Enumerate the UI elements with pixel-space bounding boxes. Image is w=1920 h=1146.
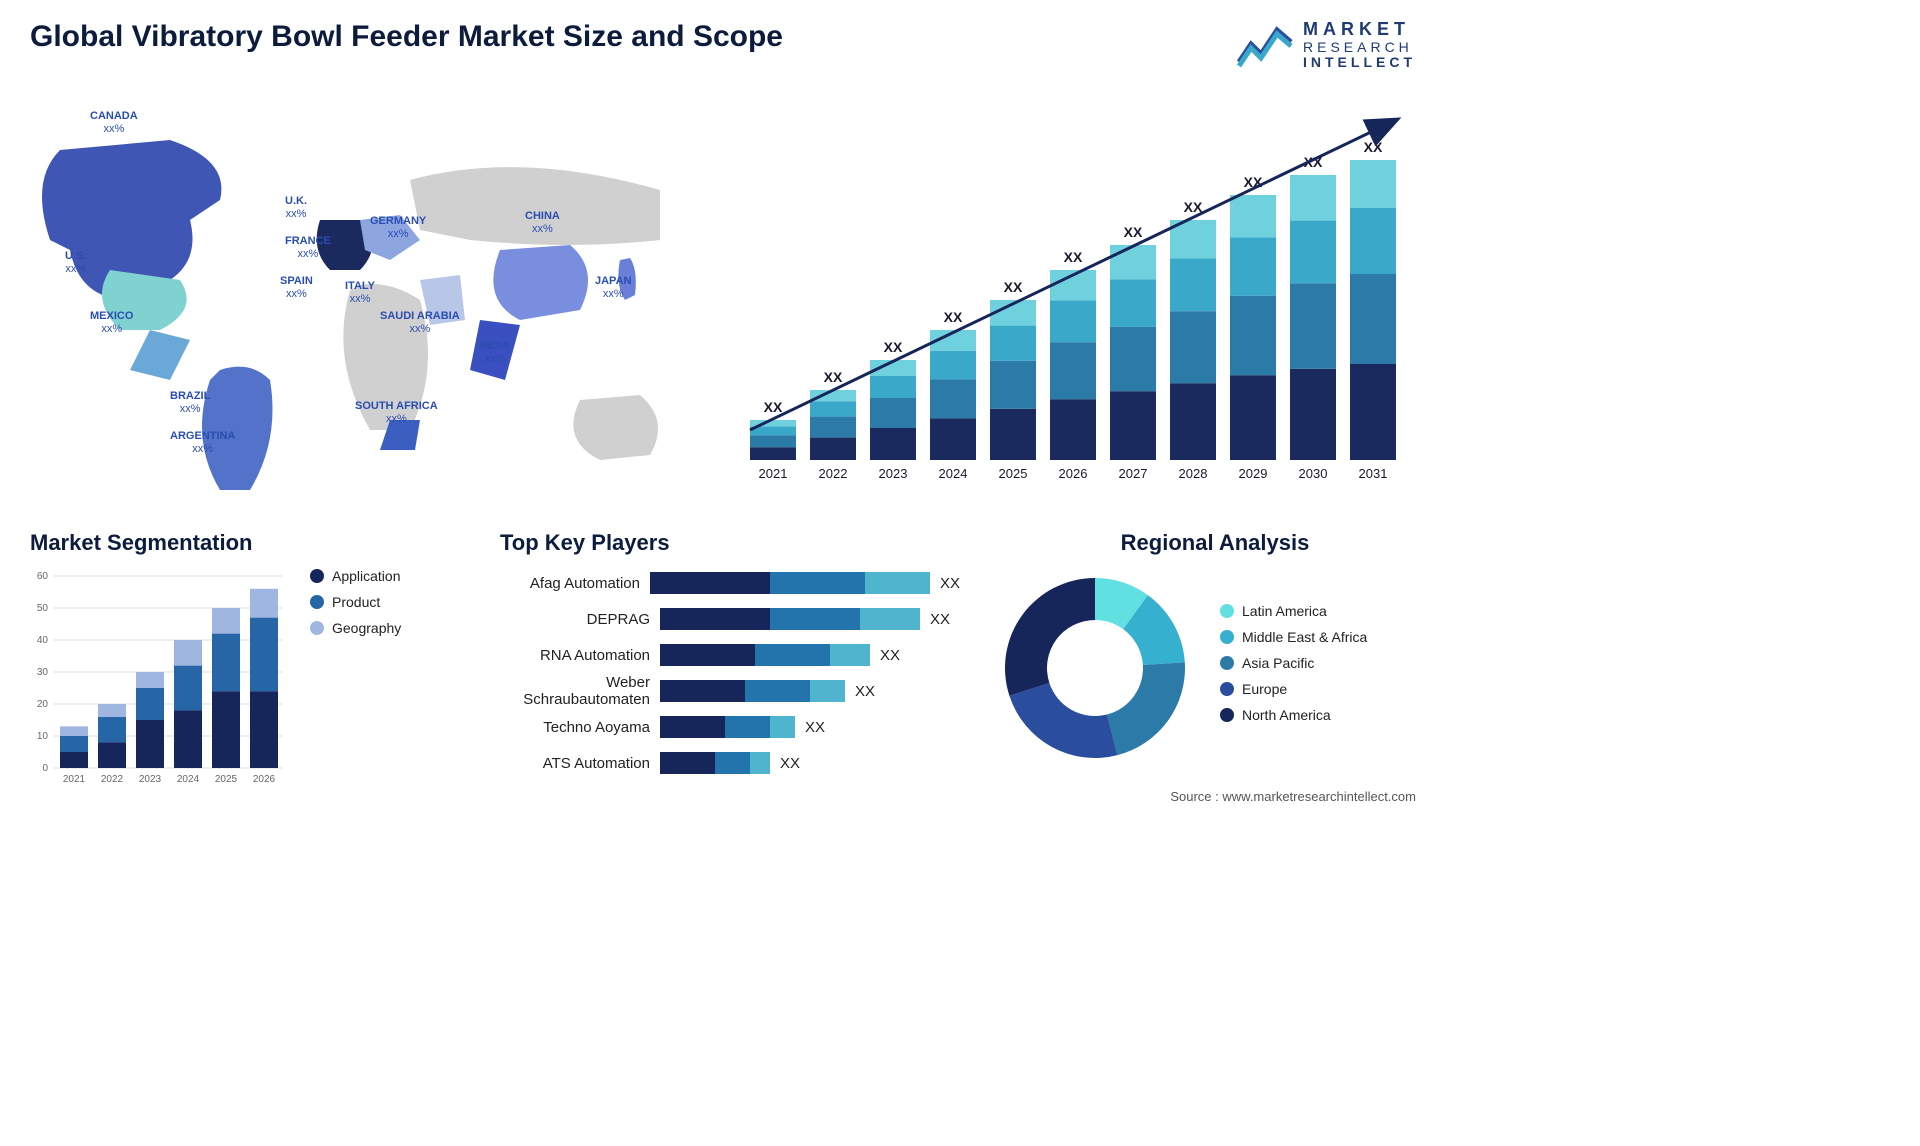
svg-text:2027: 2027 — [1119, 466, 1148, 481]
svg-text:2022: 2022 — [101, 774, 124, 785]
svg-text:XX: XX — [824, 369, 843, 385]
source-label: Source : www.marketresearchintellect.com — [1170, 789, 1416, 804]
legend-item: Europe — [1220, 681, 1367, 697]
regional-legend: Latin America Middle East & Africa Asia Pa… — [1220, 603, 1367, 733]
segmentation-panel: Market Segmentation 0 10 20 30 40 50 60 2021 202… — [30, 530, 450, 793]
legend-item: Middle East & Africa — [1220, 629, 1367, 645]
segmentation-legend: Application Product Geography — [310, 568, 401, 793]
map-label: SAUDI ARABIAxx% — [380, 310, 460, 336]
svg-text:2023: 2023 — [139, 774, 162, 785]
player-row: Techno Aoyama XX — [500, 712, 960, 742]
player-row: ATS Automation XX — [500, 748, 960, 778]
map-label: SOUTH AFRICAxx% — [355, 400, 438, 426]
svg-text:10: 10 — [37, 731, 49, 742]
svg-text:2022: 2022 — [819, 466, 848, 481]
page-title: Global Vibratory Bowl Feeder Market Size… — [30, 20, 783, 54]
player-row: DEPRAG XX — [500, 604, 960, 634]
player-row: Afag Automation XX — [500, 568, 960, 598]
player-value: XX — [805, 719, 825, 736]
map-label: FRANCExx% — [285, 235, 331, 261]
map-label: JAPANxx% — [595, 275, 631, 301]
svg-text:2026: 2026 — [253, 774, 276, 785]
brand-logo: MARKET RESEARCH INTELLECT — [1237, 20, 1416, 71]
svg-text:20: 20 — [37, 699, 49, 710]
svg-text:XX: XX — [1064, 249, 1083, 265]
svg-text:2025: 2025 — [999, 466, 1028, 481]
map-label: GERMANYxx% — [370, 215, 426, 241]
svg-text:2021: 2021 — [759, 466, 788, 481]
logo-text-2: RESEARCH — [1303, 40, 1416, 55]
player-name: ATS Automation — [500, 755, 660, 772]
map-label: CHINAxx% — [525, 210, 560, 236]
legend-item: Latin America — [1220, 603, 1367, 619]
svg-text:2031: 2031 — [1359, 466, 1388, 481]
player-value: XX — [855, 683, 875, 700]
svg-text:0: 0 — [42, 763, 48, 774]
segmentation-title: Market Segmentation — [30, 530, 450, 556]
logo-text-3: INTELLECT — [1303, 55, 1416, 70]
player-value: XX — [940, 575, 960, 592]
player-value: XX — [880, 647, 900, 664]
map-label: MEXICOxx% — [90, 310, 133, 336]
map-label: INDIAxx% — [480, 340, 510, 366]
player-name: Techno Aoyama — [500, 719, 660, 736]
map-label: ITALYxx% — [345, 280, 375, 306]
map-label: SPAINxx% — [280, 275, 313, 301]
players-title: Top Key Players — [500, 530, 960, 556]
map-label: ARGENTINAxx% — [170, 430, 235, 456]
world-map: CANADAxx% U.S.xx% MEXICOxx% BRAZILxx% ARGENT… — [20, 100, 700, 500]
svg-text:30: 30 — [37, 667, 49, 678]
svg-text:2021: 2021 — [63, 774, 86, 785]
legend-item: Asia Pacific — [1220, 655, 1367, 671]
svg-text:2023: 2023 — [879, 466, 908, 481]
svg-text:XX: XX — [764, 399, 783, 415]
map-label: BRAZILxx% — [170, 390, 210, 416]
legend-item: Application — [310, 568, 401, 584]
map-label: U.K.xx% — [285, 195, 307, 221]
svg-text:2024: 2024 — [177, 774, 200, 785]
logo-text-1: MARKET — [1303, 20, 1416, 40]
svg-text:2026: 2026 — [1059, 466, 1088, 481]
player-bar — [650, 572, 930, 594]
regional-panel: Regional Analysis Latin America Middle Ea… — [1000, 530, 1430, 768]
player-name: DEPRAG — [500, 611, 660, 628]
player-bar — [660, 752, 770, 774]
map-label: U.S.xx% — [65, 250, 86, 276]
player-bar — [660, 644, 870, 666]
player-row: RNA Automation XX — [500, 640, 960, 670]
player-name: RNA Automation — [500, 647, 660, 664]
regional-donut-chart — [1000, 568, 1200, 768]
svg-text:2028: 2028 — [1179, 466, 1208, 481]
legend-item: Geography — [310, 620, 401, 636]
logo-mark-icon — [1237, 22, 1293, 68]
players-panel: Top Key Players Afag Automation XX DEPRAG X… — [500, 530, 960, 784]
regional-title: Regional Analysis — [1000, 530, 1430, 556]
svg-text:40: 40 — [37, 635, 49, 646]
svg-text:60: 60 — [37, 571, 49, 582]
svg-text:XX: XX — [1124, 224, 1143, 240]
svg-text:2025: 2025 — [215, 774, 238, 785]
svg-text:XX: XX — [1004, 279, 1023, 295]
svg-text:50: 50 — [37, 603, 49, 614]
legend-item: Product — [310, 594, 401, 610]
svg-text:2024: 2024 — [939, 466, 968, 481]
player-row: Weber Schraubautomaten XX — [500, 676, 960, 706]
svg-text:2029: 2029 — [1239, 466, 1268, 481]
player-bar — [660, 608, 920, 630]
svg-text:XX: XX — [884, 339, 903, 355]
player-value: XX — [780, 755, 800, 772]
player-value: XX — [930, 611, 950, 628]
player-name: Weber Schraubautomaten — [500, 674, 660, 708]
svg-text:XX: XX — [944, 309, 963, 325]
player-bar — [660, 680, 845, 702]
svg-text:2030: 2030 — [1299, 466, 1328, 481]
svg-text:XX: XX — [1364, 139, 1383, 155]
player-name: Afag Automation — [500, 575, 650, 592]
growth-bar-chart: XX 2021 XX 2022 XX 2023 XX 2024 XX 2025 XX 2026 XX 20… — [740, 100, 1420, 500]
map-label: CANADAxx% — [90, 110, 138, 136]
legend-item: North America — [1220, 707, 1367, 723]
player-bar — [660, 716, 795, 738]
